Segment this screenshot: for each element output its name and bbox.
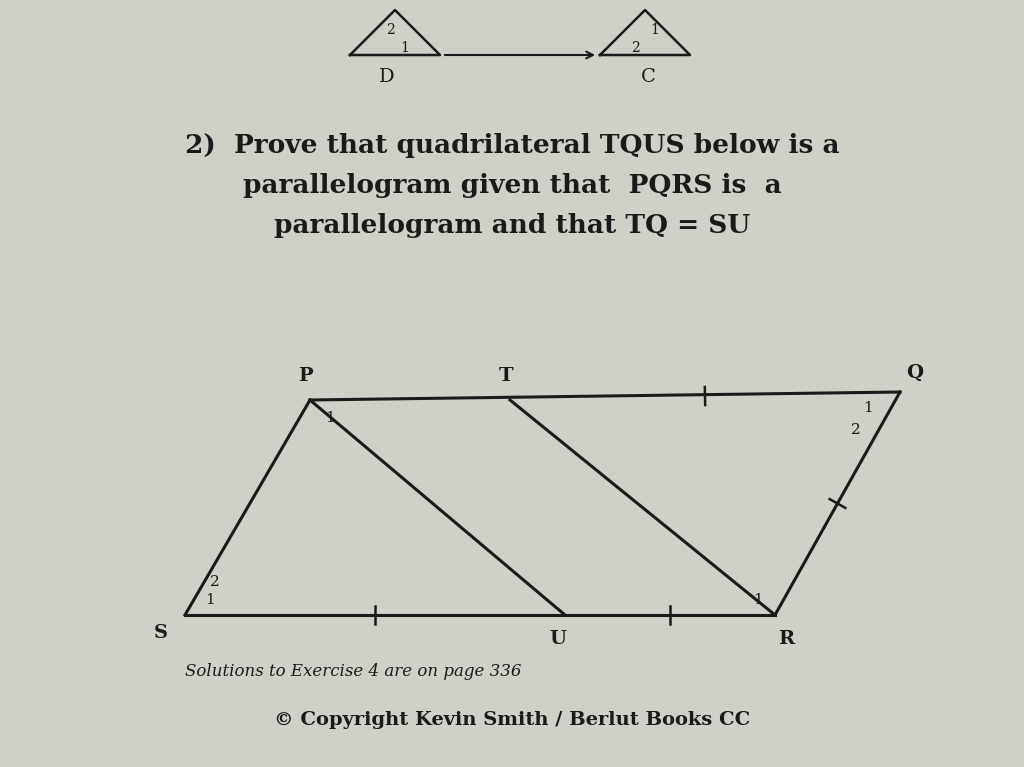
Text: R: R bbox=[778, 630, 795, 648]
Text: 1: 1 bbox=[205, 593, 215, 607]
Text: U: U bbox=[550, 630, 566, 648]
Text: 2)  Prove that quadrilateral TQUS below is a: 2) Prove that quadrilateral TQUS below i… bbox=[184, 133, 840, 157]
Text: 2: 2 bbox=[386, 23, 394, 37]
Text: 2: 2 bbox=[210, 575, 220, 589]
Text: 1: 1 bbox=[753, 593, 763, 607]
Text: 1: 1 bbox=[400, 41, 410, 55]
Text: Solutions to Exercise 4 are on page 336: Solutions to Exercise 4 are on page 336 bbox=[185, 663, 521, 680]
Text: parallelogram and that TQ = SU: parallelogram and that TQ = SU bbox=[273, 212, 751, 238]
Text: © Copyright Kevin Smith / Berlut Books CC: © Copyright Kevin Smith / Berlut Books C… bbox=[273, 711, 751, 729]
Text: S: S bbox=[154, 624, 168, 642]
Text: D: D bbox=[379, 68, 395, 86]
Text: 1: 1 bbox=[650, 23, 659, 37]
Text: C: C bbox=[641, 68, 655, 86]
Text: 2: 2 bbox=[631, 41, 639, 55]
Text: 1: 1 bbox=[326, 411, 335, 425]
Text: T: T bbox=[499, 367, 513, 385]
Text: parallelogram given that  PQRS is  a: parallelogram given that PQRS is a bbox=[243, 173, 781, 197]
Text: P: P bbox=[298, 367, 312, 385]
Text: Q: Q bbox=[906, 364, 923, 382]
Text: 1: 1 bbox=[863, 401, 872, 415]
Text: 2: 2 bbox=[851, 423, 861, 437]
